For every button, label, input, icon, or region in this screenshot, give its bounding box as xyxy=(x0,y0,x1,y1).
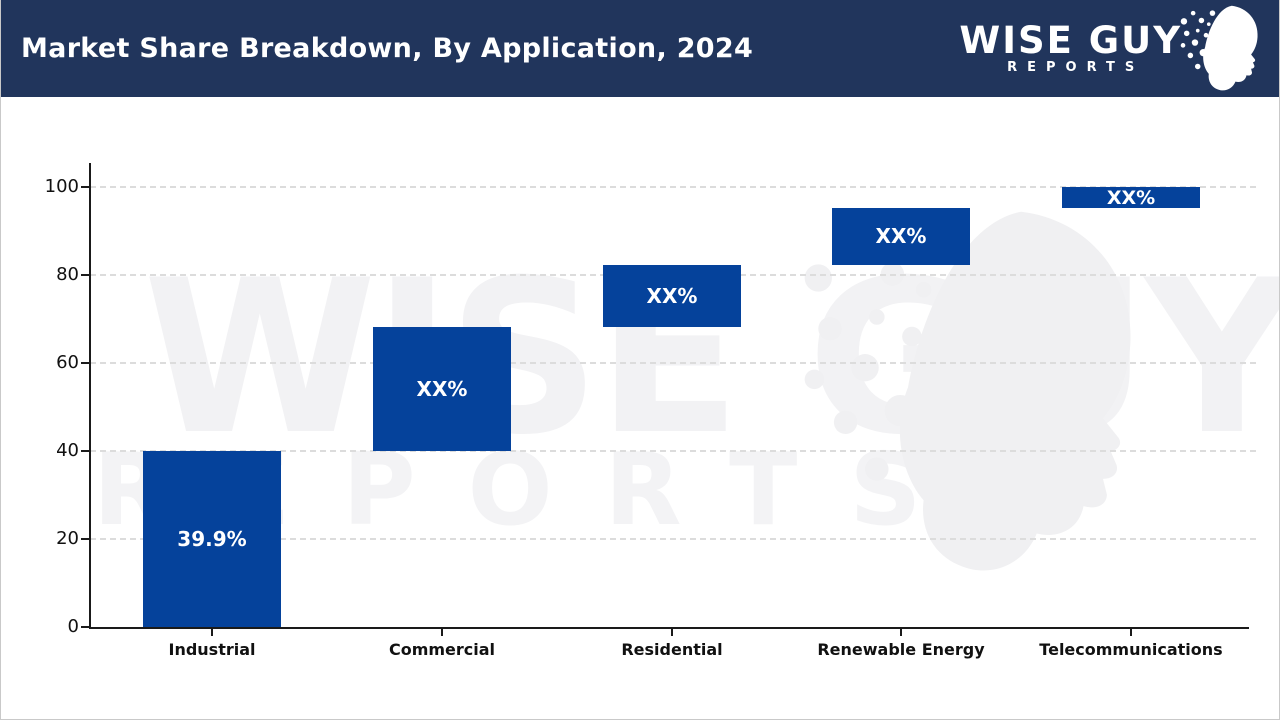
y-gridline xyxy=(90,450,1256,452)
y-axis-tick-label: 40 xyxy=(56,440,79,461)
x-axis-line xyxy=(89,627,1249,629)
x-axis-tick-label: Commercial xyxy=(388,640,496,659)
logo-subtitle: REPORTS xyxy=(1007,60,1145,75)
logo-head-icon xyxy=(1180,5,1258,91)
bar-value-label: XX% xyxy=(646,283,698,308)
y-axis-tick-label: 20 xyxy=(56,528,79,549)
logo: WISE GUY REPORTS xyxy=(959,4,1271,94)
page-title: Market Share Breakdown, By Application, … xyxy=(21,33,754,64)
bar-value-label: XX% xyxy=(1106,186,1156,209)
y-axis-tick xyxy=(81,626,90,628)
bar-telecommunications: XX% xyxy=(1062,186,1200,209)
bar-renewable-energy: XX% xyxy=(832,208,970,265)
x-axis-tick xyxy=(1130,629,1132,636)
y-gridline xyxy=(90,186,1256,188)
x-axis-tick xyxy=(441,629,443,636)
bar-commercial: XX% xyxy=(373,326,511,452)
bar-value-label: 39.9% xyxy=(177,527,247,552)
x-axis-tick-label: Renewable Energy xyxy=(817,640,985,659)
bar-value-label: XX% xyxy=(416,377,468,402)
logo-wordmark: WISE GUY xyxy=(959,19,1182,62)
x-axis-tick xyxy=(211,629,213,636)
x-axis-tick xyxy=(671,629,673,636)
x-axis-tick xyxy=(900,629,902,636)
x-axis-tick-label: Residential xyxy=(621,640,723,659)
y-axis-tick xyxy=(81,450,90,452)
y-gridline xyxy=(90,538,1256,540)
y-axis-tick-label: 100 xyxy=(44,176,79,197)
y-axis-tick xyxy=(81,538,90,540)
y-axis-tick-label: 60 xyxy=(56,352,79,373)
bar-residential: XX% xyxy=(603,264,741,327)
y-gridline xyxy=(90,362,1256,364)
x-axis-tick-label: Telecommunications xyxy=(1039,640,1223,659)
header: Market Share Breakdown, By Application, … xyxy=(1,0,1279,97)
logo-text: WISE GUY REPORTS xyxy=(959,22,1182,76)
y-axis-line xyxy=(89,163,91,629)
y-axis-tick xyxy=(81,362,90,364)
bar-value-label: XX% xyxy=(875,224,927,249)
y-axis-tick xyxy=(81,186,90,188)
y-axis-tick xyxy=(81,274,90,276)
y-axis-tick-label: 0 xyxy=(67,616,79,637)
y-axis-tick-label: 80 xyxy=(56,264,79,285)
x-axis-tick-label: Industrial xyxy=(168,640,256,659)
bar-industrial: 39.9% xyxy=(143,451,281,627)
